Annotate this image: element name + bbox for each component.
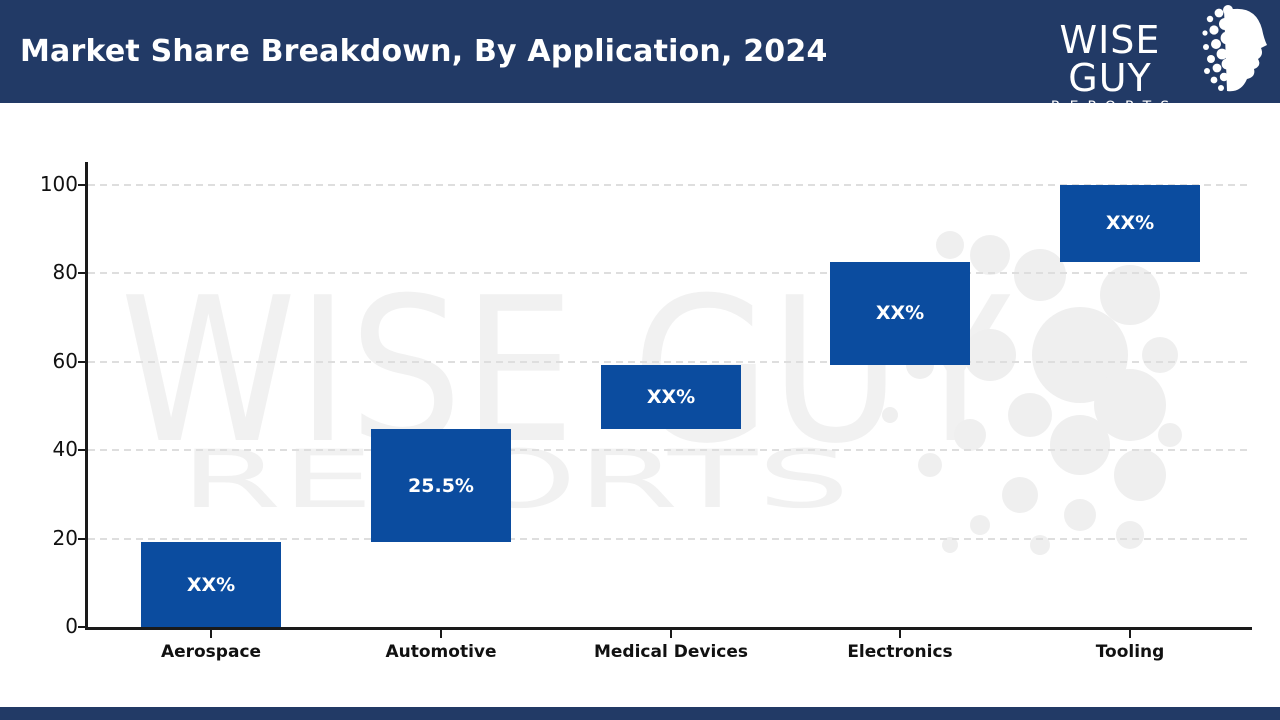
x-tick-2 bbox=[670, 630, 672, 638]
x-axis-label-4: Tooling bbox=[1095, 642, 1165, 662]
bar-automotive: 25.5% bbox=[371, 429, 511, 543]
y-axis-label-60: 60 bbox=[52, 348, 78, 373]
bar-value-label: 25.5% bbox=[408, 474, 474, 497]
y-tick-100 bbox=[78, 184, 85, 186]
gridline-100 bbox=[88, 184, 1252, 186]
bar-value-label: XX% bbox=[646, 386, 696, 409]
y-axis-label-100: 100 bbox=[39, 172, 78, 196]
y-tick-60 bbox=[78, 360, 85, 363]
x-axis-label-0: Aerospace bbox=[160, 642, 262, 662]
bar-value-label: XX% bbox=[875, 302, 925, 325]
y-tick-0 bbox=[78, 626, 85, 628]
chart-title: Market Share Breakdown, By Application, … bbox=[20, 34, 828, 69]
chart-area: WISE GUY REPORTS 0 20 40 60 80 100 XX% Aerospac… bbox=[0, 103, 1280, 707]
y-axis-label-20: 20 bbox=[52, 525, 78, 550]
bar-value-label: XX% bbox=[1105, 212, 1155, 235]
y-axis-label-0: 0 bbox=[65, 614, 78, 638]
logo-head-icon bbox=[1202, 5, 1267, 92]
y-tick-80 bbox=[78, 272, 85, 275]
x-axis-label-1: Automotive bbox=[385, 642, 497, 662]
x-axis-label-3: Electronics bbox=[847, 642, 953, 662]
x-tick-0 bbox=[210, 630, 212, 638]
logo-text: WISE GUY REPORTS bbox=[1016, 21, 1204, 115]
bar-aerospace: XX% bbox=[141, 542, 281, 627]
x-tick-3 bbox=[899, 630, 901, 638]
gridline-60 bbox=[88, 360, 1252, 363]
gridline-80 bbox=[88, 272, 1252, 275]
y-tick-40 bbox=[78, 449, 85, 452]
bar-value-label: XX% bbox=[186, 573, 236, 596]
x-tick-1 bbox=[440, 630, 442, 638]
wise-guy-logo: WISE GUY REPORTS bbox=[1016, 0, 1267, 115]
y-tick-20 bbox=[78, 537, 85, 540]
x-tick-4 bbox=[1129, 630, 1131, 638]
gridline-20 bbox=[88, 537, 1252, 540]
gridline-40 bbox=[88, 449, 1252, 452]
header-bar: Market Share Breakdown, By Application, … bbox=[0, 0, 1280, 115]
y-axis-line bbox=[85, 162, 88, 630]
bar-tooling: XX% bbox=[1060, 185, 1200, 262]
x-axis-line bbox=[85, 627, 1252, 630]
x-axis-label-2: Medical Devices bbox=[593, 642, 748, 662]
y-axis-label-40: 40 bbox=[52, 437, 78, 462]
bar-medical-devices: XX% bbox=[601, 364, 741, 430]
bar-electronics: XX% bbox=[830, 261, 970, 365]
footer-bar bbox=[0, 707, 1280, 720]
watermark-subtitle: REPORTS bbox=[180, 433, 850, 526]
y-axis-label-80: 80 bbox=[52, 260, 78, 285]
logo-wordmark: WISE GUY bbox=[1059, 18, 1161, 100]
